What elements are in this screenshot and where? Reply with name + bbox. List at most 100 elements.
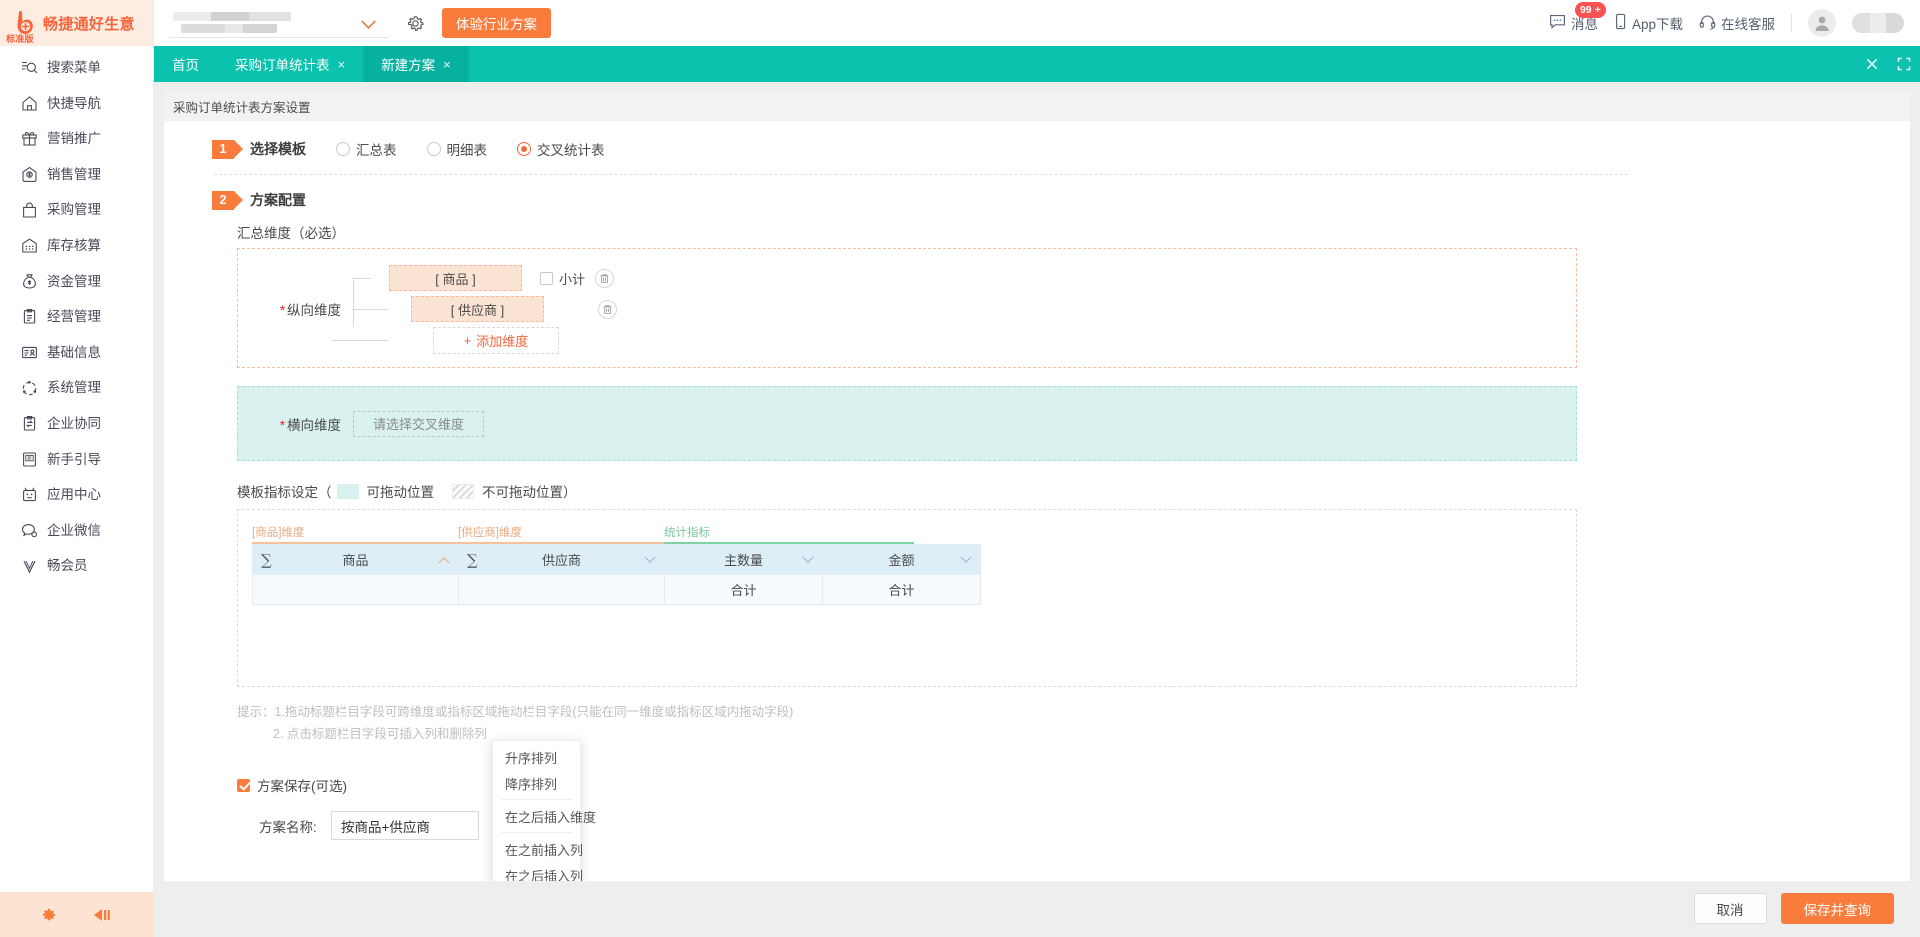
radio-dot	[426, 142, 441, 156]
sidebar-item-label: 经营管理	[47, 309, 101, 325]
collapse-sidebar-icon[interactable]	[92, 908, 112, 922]
menu-item-insert-dimension-after[interactable]: 在之后插入维度	[505, 809, 597, 825]
shopping-bag-icon	[21, 202, 38, 219]
action-footer: 取消 保存并查询	[154, 880, 1920, 937]
header-right-actions: 消息 99 + App下载	[1549, 2, 1920, 37]
sidebar-item-label: 采购管理	[47, 202, 101, 218]
sidebar-item-label: 营销推广	[47, 131, 101, 147]
menu-item-insert-column-after[interactable]: 在之后插入列	[505, 868, 584, 882]
gear-icon[interactable]	[407, 15, 424, 32]
sidebar-item-app-center[interactable]: 应用中心	[0, 477, 153, 513]
gear-icon[interactable]	[41, 907, 57, 923]
radio-detail-table[interactable]: 明细表	[426, 139, 488, 159]
column-header-product[interactable]: ∑ 商品	[252, 544, 459, 575]
sidebar-item-marketing[interactable]: 营销推广	[0, 121, 153, 157]
user-name-masked[interactable]	[1852, 13, 1904, 33]
sidebar-item-v-member[interactable]: 畅会员	[0, 548, 153, 584]
search-menu-icon	[21, 59, 38, 76]
menu-separator	[501, 799, 572, 800]
tab-purchase-order-report[interactable]: 采购订单统计表 ×	[217, 46, 363, 82]
sigma-icon: ∑	[261, 550, 272, 569]
wecom-icon	[21, 522, 38, 539]
radio-summary-table[interactable]: 汇总表	[336, 139, 397, 159]
sidebar-item-operations[interactable]: 经营管理	[0, 299, 153, 335]
industry-solution-button[interactable]: 体验行业方案	[442, 8, 551, 38]
plus-icon: +	[463, 332, 472, 348]
online-support-button[interactable]: 在线客服	[1699, 13, 1775, 33]
tab-label: 首页	[172, 58, 199, 73]
sidebar-item-search-menu[interactable]: 搜索菜单	[0, 50, 153, 86]
sidebar-item-label: 基础信息	[47, 344, 101, 360]
column-header-main-qty[interactable]: 主数量	[664, 544, 823, 575]
trash-icon[interactable]	[598, 299, 617, 319]
subtotal-checkbox-product[interactable]: 小计	[540, 269, 585, 288]
app-download-button[interactable]: App下载	[1614, 13, 1683, 33]
cancel-button[interactable]: 取消	[1693, 893, 1767, 924]
dimension-tag-supplier[interactable]: [ 供应商 ]	[411, 296, 544, 322]
horizontal-dimension-box: * 横向维度 请选择交叉维度	[237, 386, 1577, 461]
column-header-amount[interactable]: 金额	[822, 544, 981, 575]
menu-item-insert-column-before[interactable]: 在之前插入列	[505, 842, 584, 858]
fullscreen-icon[interactable]	[1888, 46, 1920, 82]
scheme-name-input[interactable]	[331, 811, 479, 840]
group-label-product: [商品]维度	[252, 524, 458, 544]
menu-item-sort-asc[interactable]: 升序排列	[505, 750, 558, 766]
b-logo-icon	[12, 9, 38, 37]
close-icon[interactable]: ×	[337, 56, 346, 72]
menu-item-sort-desc[interactable]: 降序排列	[505, 776, 558, 792]
new-guide-icon: 新	[21, 451, 38, 468]
close-icon[interactable]: ×	[443, 56, 451, 72]
chevron-up-icon[interactable]	[438, 556, 450, 568]
sidebar-item-sales[interactable]: 销售管理	[0, 157, 153, 193]
sidebar-item-label: 应用中心	[47, 487, 101, 503]
sidebar-item-basic-info[interactable]: 基础信息	[0, 335, 153, 371]
sidebar-item-collaboration[interactable]: 企业协同	[0, 406, 153, 442]
sidebar-item-purchase[interactable]: 采购管理	[0, 192, 153, 228]
chevron-down-icon[interactable]	[802, 551, 814, 563]
dimension-tag-product[interactable]: [ 商品 ]	[389, 265, 522, 291]
radio-label: 明细表	[446, 143, 488, 158]
sidebar-item-wecom[interactable]: 企业微信	[0, 513, 153, 549]
sidebar-item-quick-nav[interactable]: 快捷导航	[0, 86, 153, 122]
tips-block: 提示：1.拖动标题栏目字段可跨维度或指标区域拖动栏目字段(只能在同一维度或指标区…	[237, 701, 1910, 745]
column-header-supplier[interactable]: ∑ 供应商	[458, 544, 665, 575]
sidebar-item-new-guide[interactable]: 新 新手引导	[0, 442, 153, 478]
sidebar-item-funds[interactable]: 资金管理	[0, 264, 153, 300]
sidebar-item-label: 新手引导	[47, 451, 101, 467]
messages-button[interactable]: 消息 99 +	[1549, 2, 1606, 33]
add-dimension-button[interactable]: + 添加维度	[433, 326, 559, 354]
tree-stub	[353, 309, 389, 310]
brand-name: 畅捷通好生意	[43, 15, 135, 33]
subtotal-label: 小计	[559, 271, 586, 287]
step-1-badge: 1	[212, 139, 243, 159]
brand-header: 畅捷通好生意 标准版	[0, 0, 153, 46]
sidebar-item-system[interactable]: 系统管理	[0, 370, 153, 406]
column-header-label: 供应商	[541, 553, 581, 568]
tab-home[interactable]: 首页	[154, 46, 217, 82]
chevron-down-icon[interactable]	[960, 551, 972, 563]
trash-icon[interactable]	[595, 268, 615, 288]
avatar[interactable]	[1808, 9, 1836, 37]
tree-connector	[353, 277, 354, 327]
v-member-icon	[21, 558, 38, 575]
close-tab-icon[interactable]	[1856, 46, 1888, 82]
label-text: 纵向维度	[287, 303, 341, 318]
id-card-icon	[21, 344, 38, 361]
gift-icon	[21, 130, 38, 147]
message-icon	[1549, 14, 1566, 32]
scheme-settings-panel: 采购订单统计表方案设置 1 选择模板 汇总表 明细表	[164, 91, 1910, 881]
page-title: 采购订单统计表方案设置	[164, 91, 1910, 121]
tab-new-scheme[interactable]: 新建方案 ×	[363, 46, 469, 82]
chevron-down-icon[interactable]	[644, 551, 656, 563]
status-badge: 99 +	[1574, 2, 1606, 18]
divider	[1791, 14, 1792, 32]
tip-line-2: 2. 点击标题栏目字段可插入列和删除列	[273, 727, 487, 741]
save-and-query-button[interactable]: 保存并查询	[1780, 893, 1894, 924]
cross-dimension-select[interactable]: 请选择交叉维度	[353, 410, 484, 437]
sidebar-item-inventory[interactable]: 库存核算	[0, 228, 153, 264]
radio-cross-table[interactable]: 交叉统计表	[517, 139, 605, 159]
org-selector[interactable]	[169, 8, 389, 38]
chevron-down-icon[interactable]	[361, 14, 376, 29]
save-scheme-checkbox[interactable]: 方案保存(可选)	[237, 775, 1910, 795]
